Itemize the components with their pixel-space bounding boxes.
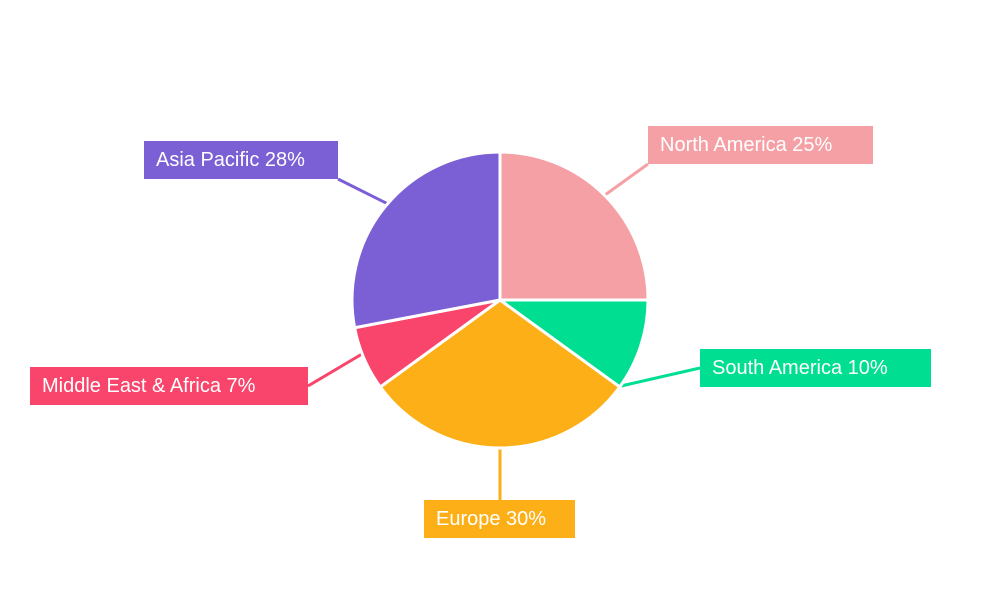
callout-label-middle-east-africa[interactable]: Middle East & Africa 7% <box>30 367 308 405</box>
callout-label-north-america[interactable]: North America 25% <box>648 126 873 164</box>
callout-label-asia-pacific[interactable]: Asia Pacific 28% <box>144 141 338 179</box>
callout-label-text: North America 25% <box>660 134 833 156</box>
pie-slice-north-america[interactable] <box>498 150 650 302</box>
leader-line <box>337 177 389 206</box>
callout-label-text: Middle East & Africa 7% <box>42 375 256 397</box>
callout-label-text: Europe 30% <box>436 508 547 530</box>
leader-lines-group <box>307 162 701 500</box>
leader-line <box>620 366 701 388</box>
callout-label-south-america[interactable]: South America 10% <box>700 349 931 387</box>
callout-label-text: Asia Pacific 28% <box>156 149 305 171</box>
leader-line <box>604 162 649 197</box>
pie-slice-south-america[interactable] <box>498 298 650 389</box>
leader-line <box>307 352 363 388</box>
callout-label-text: South America 10% <box>712 357 888 379</box>
callout-label-europe[interactable]: Europe 30% <box>424 500 575 538</box>
pie-slice-europe[interactable] <box>378 298 622 450</box>
pie-slice-asia-pacific[interactable] <box>350 150 502 330</box>
pie-slices-group <box>350 150 650 450</box>
